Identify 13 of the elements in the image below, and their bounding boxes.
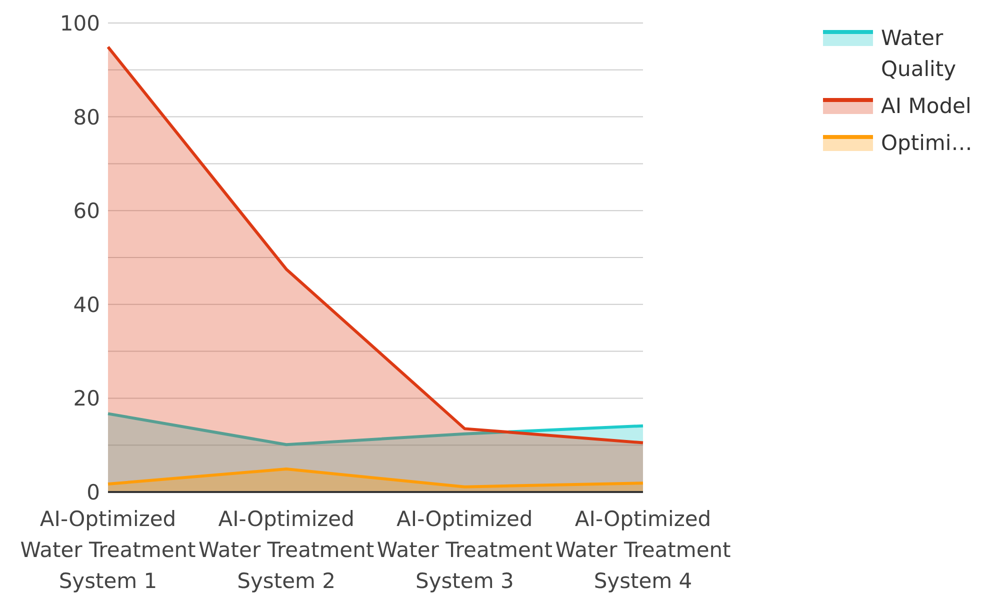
y-tick-label: 100 — [60, 11, 100, 36]
y-tick-label: 0 — [86, 480, 100, 504]
x-tick-label: AI-Optimized Water Treatment System 3 — [376, 507, 552, 593]
legend-label: AI Model — [881, 93, 972, 120]
x-tick-label: AI-Optimized Water Treatment System 4 — [555, 507, 731, 593]
y-tick-label: 40 — [73, 292, 100, 317]
y-tick-label: 80 — [73, 105, 100, 130]
y-tick-label: 60 — [73, 199, 100, 224]
legend-label: Water Quality — [881, 25, 958, 83]
y-tick-label: 20 — [73, 386, 100, 411]
x-tick-label: AI-Optimized Water Treatment System 2 — [198, 507, 374, 593]
legend-label: Optimi… — [881, 130, 974, 157]
x-tick-label: AI-Optimized Water Treatment System 1 — [20, 507, 196, 593]
